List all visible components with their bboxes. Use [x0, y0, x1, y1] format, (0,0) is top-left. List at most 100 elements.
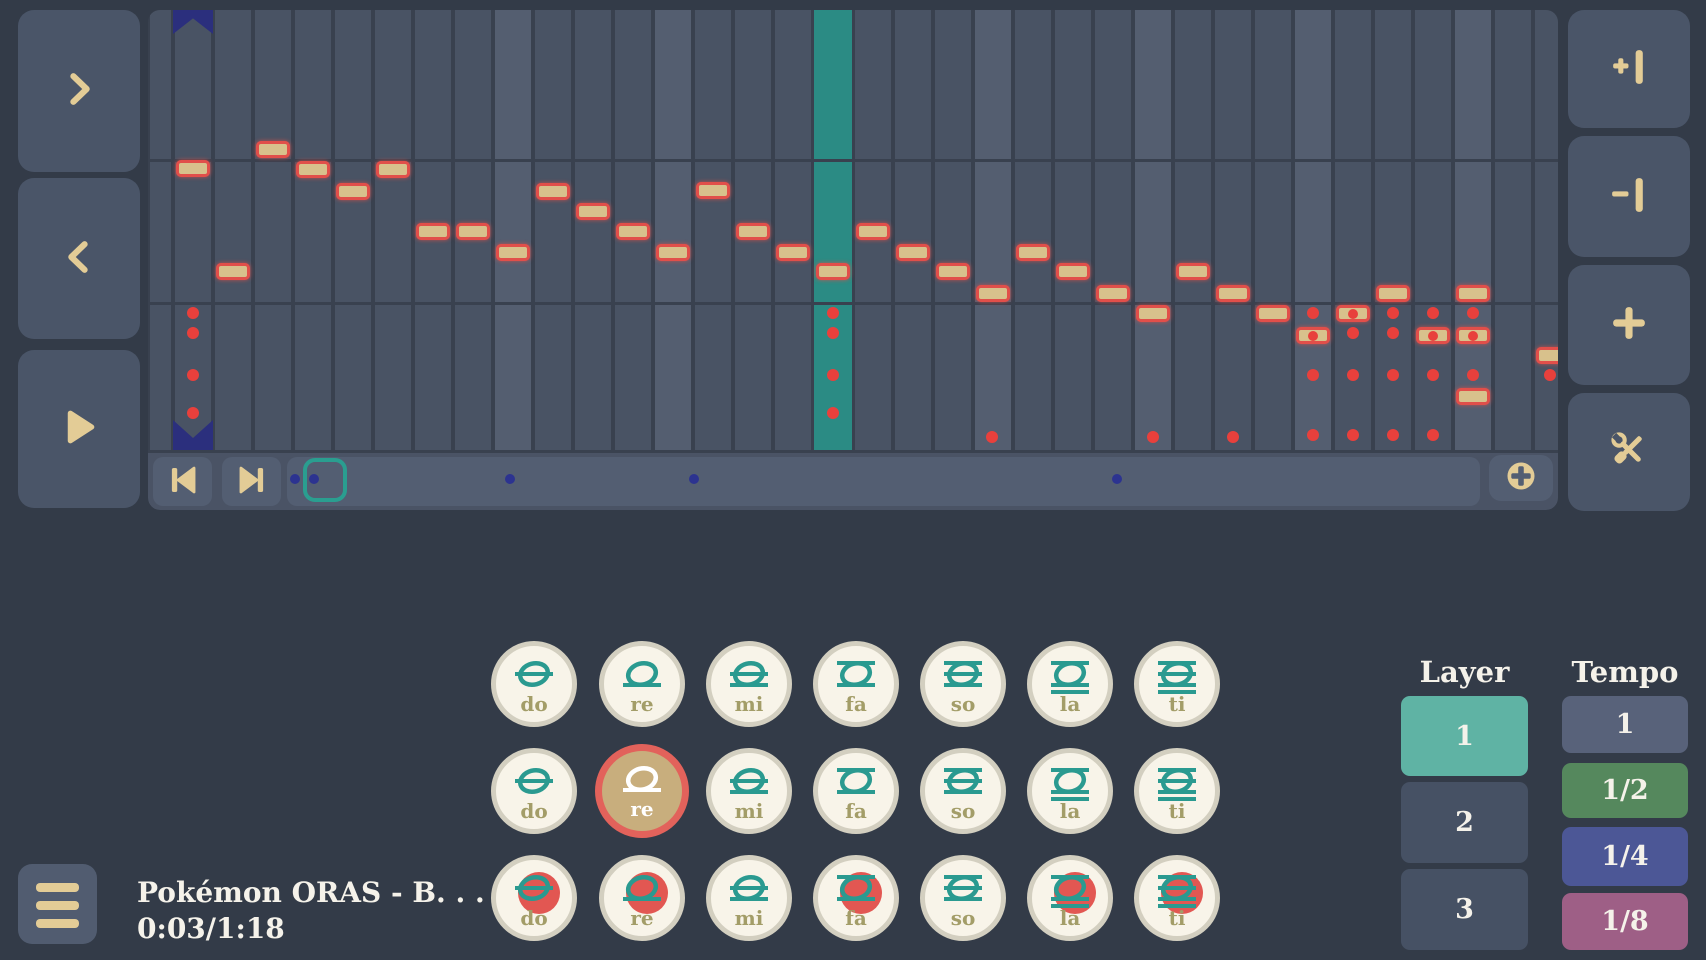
- grid-note[interactable]: [1136, 305, 1170, 322]
- grid-column-8[interactable]: [495, 10, 531, 450]
- grid-column-partial[interactable]: [150, 10, 171, 450]
- grid-column-9[interactable]: [535, 10, 571, 450]
- solfege-button-re-row1[interactable]: re: [599, 641, 685, 727]
- solfege-button-do-row2[interactable]: do: [491, 748, 577, 834]
- layer-option-3[interactable]: 3: [1401, 869, 1528, 950]
- solfege-button-mi-row1[interactable]: mi: [706, 641, 792, 727]
- solfege-button-la-row3[interactable]: la: [1027, 855, 1113, 941]
- grid-column-1[interactable]: [215, 10, 251, 450]
- grid-note[interactable]: [816, 263, 850, 280]
- grid-column-22[interactable]: [1055, 10, 1091, 450]
- grid-note[interactable]: [616, 223, 650, 240]
- tempo-option-1[interactable]: 1: [1562, 696, 1688, 753]
- grid-note[interactable]: [1456, 285, 1490, 302]
- solfege-button-so-row3[interactable]: so: [920, 855, 1006, 941]
- grid-note[interactable]: [536, 183, 570, 200]
- solfege-button-mi-row2[interactable]: mi: [706, 748, 792, 834]
- grid-column-19[interactable]: [935, 10, 971, 450]
- add-button[interactable]: [1568, 265, 1690, 385]
- play-button[interactable]: [18, 350, 140, 508]
- grid-note[interactable]: [376, 161, 410, 178]
- grid-note[interactable]: [576, 203, 610, 220]
- grid-note[interactable]: [976, 285, 1010, 302]
- grid-note[interactable]: [1456, 327, 1490, 344]
- solfege-button-mi-row3[interactable]: mi: [706, 855, 792, 941]
- grid-note[interactable]: [1416, 327, 1450, 344]
- grid-column-18[interactable]: [895, 10, 931, 450]
- tempo-option-1-2[interactable]: 1/2: [1562, 763, 1688, 818]
- grid-column-3[interactable]: [295, 10, 331, 450]
- grid-column-10[interactable]: [575, 10, 611, 450]
- grid-note[interactable]: [1536, 347, 1558, 364]
- layer-option-1[interactable]: 1: [1401, 696, 1528, 776]
- grid-note[interactable]: [1176, 263, 1210, 280]
- grid-column-20[interactable]: [975, 10, 1011, 450]
- scroll-right-button[interactable]: [18, 10, 140, 172]
- grid-column-5[interactable]: [375, 10, 411, 450]
- solfege-button-fa-row1[interactable]: fa: [813, 641, 899, 727]
- grid-note[interactable]: [1376, 285, 1410, 302]
- grid-note[interactable]: [656, 244, 690, 261]
- layer-option-2[interactable]: 2: [1401, 782, 1528, 863]
- sequencer-grid[interactable]: [148, 10, 1558, 510]
- skip-end-button[interactable]: [222, 457, 281, 506]
- solfege-button-la-row2[interactable]: la: [1027, 748, 1113, 834]
- solfege-button-do-row1[interactable]: do: [491, 641, 577, 727]
- grid-column-23[interactable]: [1095, 10, 1131, 450]
- timeline-viewport-box[interactable]: [303, 458, 347, 502]
- solfege-button-ti-row2[interactable]: ti: [1134, 748, 1220, 834]
- grid-column-31[interactable]: [1415, 10, 1451, 450]
- scroll-left-button[interactable]: [18, 178, 140, 339]
- grid-column-28[interactable]: [1295, 10, 1331, 450]
- grid-note[interactable]: [416, 223, 450, 240]
- solfege-button-so-row1[interactable]: so: [920, 641, 1006, 727]
- grid-note[interactable]: [1216, 285, 1250, 302]
- grid-column-29[interactable]: [1335, 10, 1371, 450]
- grid-column-30[interactable]: [1375, 10, 1411, 450]
- grid-column-4[interactable]: [335, 10, 371, 450]
- solfege-button-so-row2[interactable]: so: [920, 748, 1006, 834]
- grid-note[interactable]: [736, 223, 770, 240]
- grid-note[interactable]: [1336, 305, 1370, 322]
- add-marker-button[interactable]: [1489, 455, 1553, 501]
- timeline-scrubber[interactable]: [287, 457, 1480, 506]
- grid-note[interactable]: [896, 244, 930, 261]
- grid-note[interactable]: [856, 223, 890, 240]
- grid-note[interactable]: [776, 244, 810, 261]
- grid-note[interactable]: [1016, 244, 1050, 261]
- solfege-button-fa-row3[interactable]: fa: [813, 855, 899, 941]
- grid-note[interactable]: [1296, 327, 1330, 344]
- solfege-button-fa-row2[interactable]: fa: [813, 748, 899, 834]
- grid-note[interactable]: [1256, 305, 1290, 322]
- grid-note[interactable]: [696, 182, 730, 199]
- grid-column-26[interactable]: [1215, 10, 1251, 450]
- grid-column-12[interactable]: [655, 10, 691, 450]
- solfege-button-ti-row3[interactable]: ti: [1134, 855, 1220, 941]
- grid-column-34[interactable]: [1535, 10, 1558, 450]
- grid-column-33[interactable]: [1495, 10, 1531, 450]
- remove-measure-button[interactable]: [1568, 136, 1690, 257]
- grid-column-24[interactable]: [1135, 10, 1171, 450]
- grid-column-0[interactable]: [175, 10, 211, 450]
- grid-column-15[interactable]: [775, 10, 811, 450]
- settings-button[interactable]: [1568, 393, 1690, 511]
- menu-button[interactable]: [18, 864, 97, 944]
- grid-note[interactable]: [456, 223, 490, 240]
- grid-note[interactable]: [216, 263, 250, 280]
- solfege-button-re-row2[interactable]: re: [595, 744, 689, 838]
- grid-column-32[interactable]: [1455, 10, 1491, 450]
- solfege-button-re-row3[interactable]: re: [599, 855, 685, 941]
- skip-start-button[interactable]: [153, 457, 212, 506]
- grid-note[interactable]: [256, 141, 290, 158]
- grid-note[interactable]: [496, 244, 530, 261]
- grid-column-25[interactable]: [1175, 10, 1211, 450]
- grid-note[interactable]: [176, 160, 210, 177]
- grid-column-27[interactable]: [1255, 10, 1291, 450]
- grid-note[interactable]: [296, 161, 330, 178]
- grid-note[interactable]: [336, 183, 370, 200]
- tempo-option-1-8[interactable]: 1/8: [1562, 893, 1688, 950]
- grid-note[interactable]: [1056, 263, 1090, 280]
- add-measure-button[interactable]: [1568, 10, 1690, 128]
- grid-column-13[interactable]: [695, 10, 731, 450]
- solfege-button-ti-row1[interactable]: ti: [1134, 641, 1220, 727]
